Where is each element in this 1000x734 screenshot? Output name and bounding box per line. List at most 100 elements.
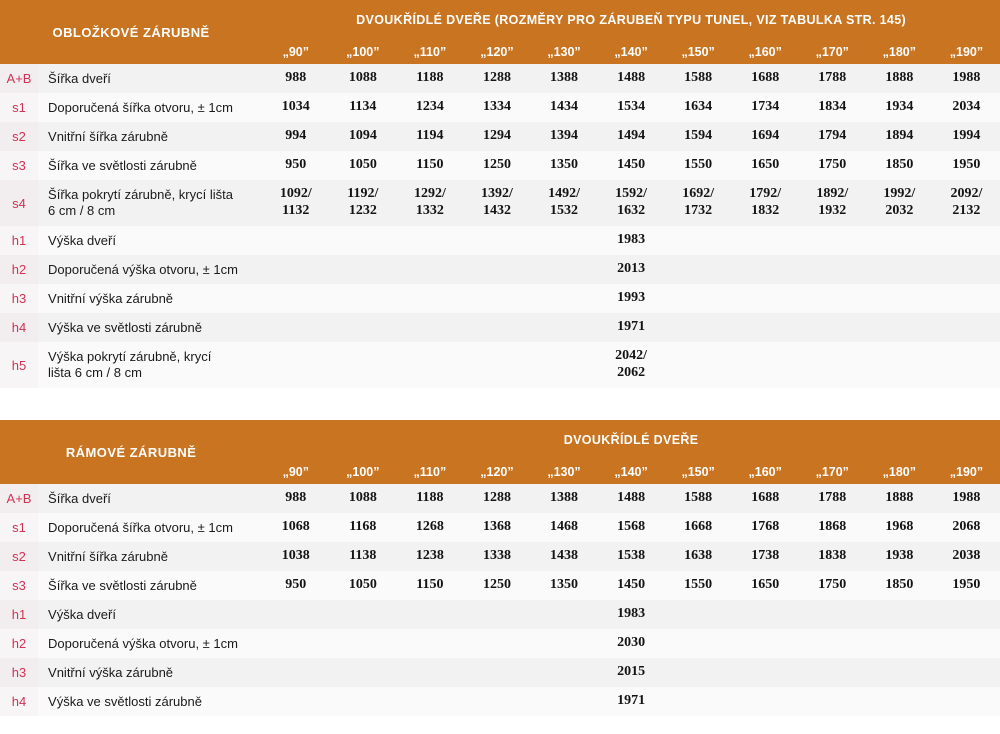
cell-value: 1168	[329, 513, 397, 542]
cell-value: 1938	[865, 542, 933, 571]
row-description: Doporučená výška otvoru, ± 1cm	[38, 629, 263, 658]
cell-value: 1888	[865, 484, 933, 513]
cell-spacer	[262, 284, 598, 313]
cell-value: 1294	[463, 122, 531, 151]
row-description: Šířka ve světlosti zárubně	[38, 571, 263, 600]
row-code: h2	[0, 629, 39, 658]
cell-value: 1838	[798, 542, 866, 571]
cell-value: 988	[262, 484, 330, 513]
cell-value: 1094	[329, 122, 397, 151]
cell-value: 1088	[329, 64, 397, 93]
table2-col-170: „170”	[798, 460, 866, 484]
table2-header-row-1: RÁMOVÉ ZÁRUBNĚ DVOUKŘÍDLÉ DVEŘE	[0, 420, 1000, 484]
table2-body: A+B Šířka dveří 988 1088 1188 1288 1388 …	[0, 484, 1000, 716]
table-row: A+B Šířka dveří 988 1088 1188 1288 1388 …	[0, 64, 1000, 93]
cell-spacer	[664, 255, 1000, 284]
cell-value: 1188	[396, 484, 464, 513]
cell-value: 1434	[530, 93, 598, 122]
table-row: h4 Výška ve světlosti zárubně 1971	[0, 687, 1000, 716]
cell-value: 1494	[597, 122, 665, 151]
cell-value: 1334	[463, 93, 531, 122]
row-description: Doporučená šířka otvoru, ± 1cm	[38, 513, 263, 542]
table1-col-90: „90”	[262, 40, 330, 64]
cell-value: 1788	[798, 484, 866, 513]
table2-col-110: „110”	[396, 460, 464, 484]
table-row: s1 Doporučená šířka otvoru, ± 1cm 1068 1…	[0, 513, 1000, 542]
cell-value: 1194	[396, 122, 464, 151]
table2-col-180: „180”	[865, 460, 933, 484]
table1-col-190: „190”	[932, 40, 1000, 64]
cell-value: 1268	[396, 513, 464, 542]
cell-value: 1350	[530, 571, 598, 600]
table1-col-150: „150”	[664, 40, 732, 64]
row-description: Vnitřní šířka zárubně	[38, 542, 263, 571]
cell-spacer	[664, 313, 1000, 342]
table-row: h5 Výška pokrytí zárubně, krycí lišta 6 …	[0, 342, 1000, 388]
cell-value: 988	[262, 64, 330, 93]
cell-value: 1968	[865, 513, 933, 542]
row-code: s2	[0, 122, 39, 151]
table-row: h2 Doporučená výška otvoru, ± 1cm 2030	[0, 629, 1000, 658]
cell-value: 1588	[664, 64, 732, 93]
table-row: s2 Vnitřní šířka zárubně 1038 1138 1238 …	[0, 542, 1000, 571]
cell-spacer	[262, 342, 598, 388]
table-row: h2 Doporučená výška otvoru, ± 1cm 2013	[0, 255, 1000, 284]
row-code: h3	[0, 284, 39, 313]
cell-value: 2030	[597, 629, 665, 658]
cell-spacer	[262, 687, 598, 716]
cell-value: 1688	[731, 64, 799, 93]
cell-spacer	[664, 687, 1000, 716]
cell-value: 1850	[865, 571, 933, 600]
cell-value: 1292/ 1332	[396, 180, 464, 226]
row-code: s3	[0, 151, 39, 180]
table-row: s3 Šířka ve světlosti zárubně 950 1050 1…	[0, 571, 1000, 600]
row-code: s3	[0, 571, 39, 600]
cell-value: 1388	[530, 64, 598, 93]
row-description: Vnitřní výška zárubně	[38, 284, 263, 313]
cell-value: 1134	[329, 93, 397, 122]
cell-value: 1894	[865, 122, 933, 151]
cell-value: 1550	[664, 571, 732, 600]
cell-value: 1588	[664, 484, 732, 513]
row-description: Vnitřní výška zárubně	[38, 658, 263, 687]
cell-value: 1738	[731, 542, 799, 571]
table-row: h3 Vnitřní výška zárubně 1993	[0, 284, 1000, 313]
table-row: s1 Doporučená šířka otvoru, ± 1cm 1034 1…	[0, 93, 1000, 122]
cell-value: 1188	[396, 64, 464, 93]
cell-value: 1988	[932, 484, 1000, 513]
table2-col-130: „130”	[530, 460, 598, 484]
cell-value: 1492/ 1532	[530, 180, 598, 226]
row-description: Výška ve světlosti zárubně	[38, 313, 263, 342]
table1-title: OBLOŽKOVÉ ZÁRUBNĚ	[0, 0, 263, 64]
table-row: A+B Šířka dveří 988 1088 1188 1288 1388 …	[0, 484, 1000, 513]
row-code: s2	[0, 542, 39, 571]
cell-value: 950	[262, 151, 330, 180]
cell-spacer	[262, 255, 598, 284]
row-description: Doporučená šířka otvoru, ± 1cm	[38, 93, 263, 122]
row-description: Vnitřní šířka zárubně	[38, 122, 263, 151]
cell-value: 1150	[396, 571, 464, 600]
table2-group-header: DVOUKŘÍDLÉ DVEŘE	[262, 420, 1000, 460]
cell-value: 2013	[597, 255, 665, 284]
row-code: s4	[0, 180, 39, 226]
table1-col-120: „120”	[463, 40, 531, 64]
cell-value: 1538	[597, 542, 665, 571]
cell-spacer	[664, 600, 1000, 629]
table2-title: RÁMOVÉ ZÁRUBNĚ	[0, 420, 263, 484]
cell-value: 1688	[731, 484, 799, 513]
cell-value: 2092/ 2132	[932, 180, 1000, 226]
cell-spacer	[664, 629, 1000, 658]
cell-value: 1888	[865, 64, 933, 93]
cell-spacer	[262, 226, 598, 255]
cell-spacer	[664, 284, 1000, 313]
cell-value: 1050	[329, 151, 397, 180]
cell-value: 1850	[865, 151, 933, 180]
row-code: h4	[0, 687, 39, 716]
table-row: h1 Výška dveří 1983	[0, 226, 1000, 255]
row-code: h1	[0, 600, 39, 629]
cell-value: 1238	[396, 542, 464, 571]
cell-value: 1250	[463, 571, 531, 600]
cell-value: 1468	[530, 513, 598, 542]
cell-value: 2038	[932, 542, 1000, 571]
